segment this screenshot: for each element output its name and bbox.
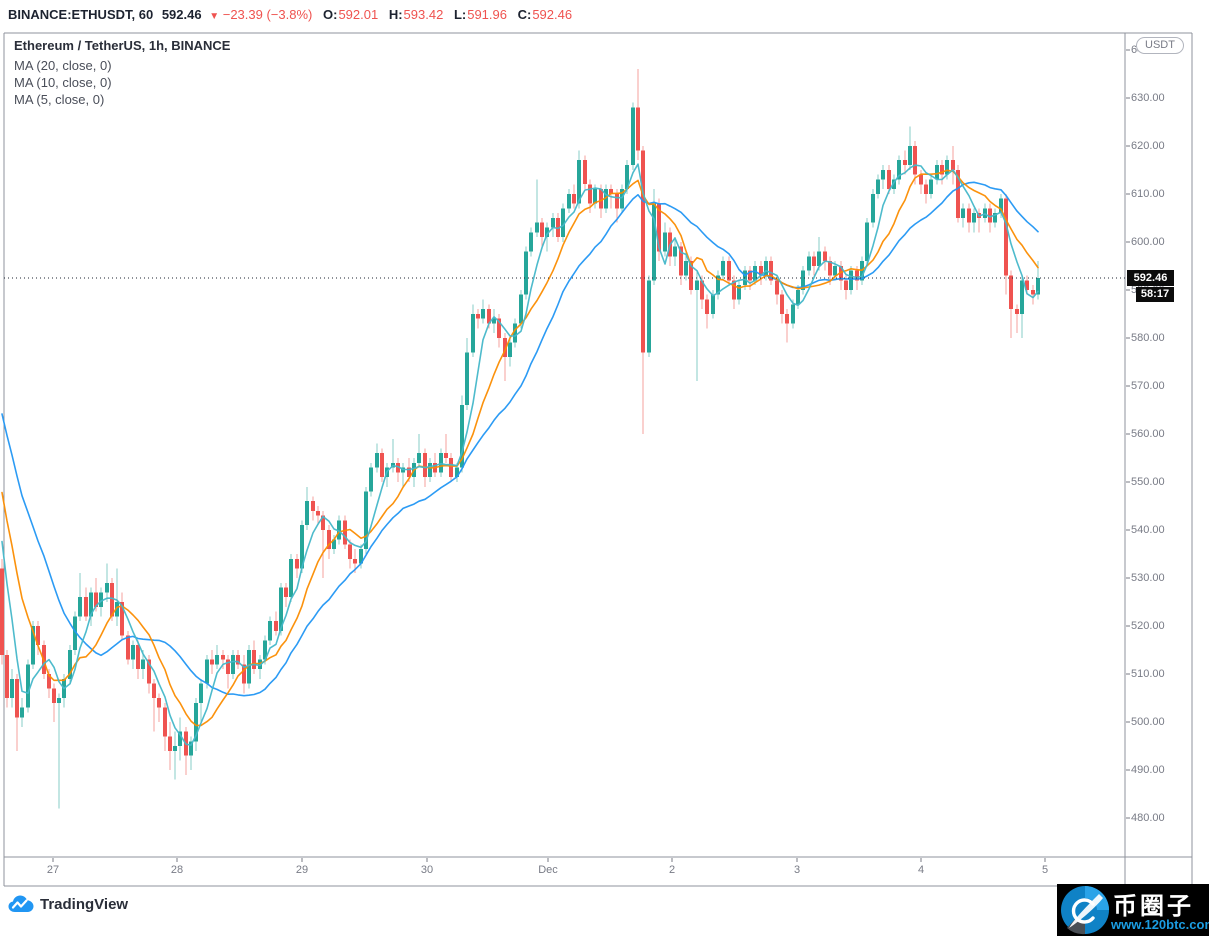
- ohlc-bar: BINANCE:ETHUSDT, 60 592.46 ▼ −23.39 (−3.…: [8, 7, 572, 22]
- site-watermark[interactable]: 币圈子 www.120btc.com: [1057, 884, 1209, 936]
- direction-down-icon: ▼: [209, 11, 220, 22]
- time-label: 30: [420, 864, 434, 876]
- time-label: 29: [295, 864, 309, 876]
- chart-pane[interactable]: [4, 33, 1125, 857]
- price-label: 600.00: [1131, 236, 1165, 248]
- price-label: 530.00: [1131, 572, 1165, 584]
- chart-title: Ethereum / TetherUS, 1h, BINANCE: [14, 38, 231, 53]
- price-label: 570.00: [1131, 380, 1165, 392]
- last-price: 592.46: [161, 7, 202, 22]
- time-label: 5: [1041, 864, 1049, 876]
- time-label: 4: [917, 864, 925, 876]
- high-label: H:: [388, 7, 403, 22]
- site-name: 币圈子: [1113, 893, 1194, 920]
- price-label: 550.00: [1131, 476, 1165, 488]
- price-label: 620.00: [1131, 140, 1165, 152]
- site-logo-icon: [1061, 886, 1109, 935]
- time-scale[interactable]: [4, 857, 1192, 886]
- time-label: 27: [46, 864, 60, 876]
- low-value: 591.96: [467, 7, 507, 22]
- price-scale[interactable]: [1125, 33, 1192, 857]
- price-label: 540.00: [1131, 524, 1165, 536]
- time-label: 28: [170, 864, 184, 876]
- price-label: 500.00: [1131, 716, 1165, 728]
- current-price-badge: 592.46: [1127, 270, 1174, 286]
- price-label: 630.00: [1131, 92, 1165, 104]
- price-label: 560.00: [1131, 428, 1165, 440]
- price-change: −23.39 (−3.8%): [222, 7, 313, 22]
- currency-usdt-button[interactable]: USDT: [1136, 37, 1184, 54]
- countdown-badge: 58:17: [1136, 287, 1174, 302]
- legend-ma-5[interactable]: MA (5, close, 0): [14, 92, 105, 107]
- time-label: 3: [793, 864, 801, 876]
- tradingview-cloud-icon: [8, 895, 34, 912]
- open-label: O:: [322, 7, 338, 22]
- open-value: 592.01: [338, 7, 379, 22]
- price-label: 480.00: [1131, 812, 1165, 824]
- tradingview-logo[interactable]: TradingView: [8, 895, 128, 913]
- close-value: 592.46: [532, 7, 573, 22]
- tradingview-logo-text: TradingView: [40, 895, 129, 913]
- price-label: 490.00: [1131, 764, 1165, 776]
- price-label: 610.00: [1131, 188, 1165, 200]
- low-label: L:: [453, 7, 467, 22]
- price-label: 510.00: [1131, 668, 1165, 680]
- symbol-text: BINANCE:ETHUSDT, 60: [8, 7, 154, 22]
- time-label: 2: [668, 864, 676, 876]
- close-label: C:: [517, 7, 532, 22]
- site-url: www.120btc.com: [1111, 917, 1209, 932]
- legend-ma-10[interactable]: MA (10, close, 0): [14, 75, 112, 90]
- high-value: 593.42: [403, 7, 444, 22]
- time-label: Dec: [538, 864, 558, 876]
- legend-ma-20[interactable]: MA (20, close, 0): [14, 58, 112, 73]
- price-label: 520.00: [1131, 620, 1165, 632]
- legend: Ethereum / TetherUS, 1h, BINANCE MA (20,…: [14, 38, 230, 108]
- price-label: 580.00: [1131, 332, 1165, 344]
